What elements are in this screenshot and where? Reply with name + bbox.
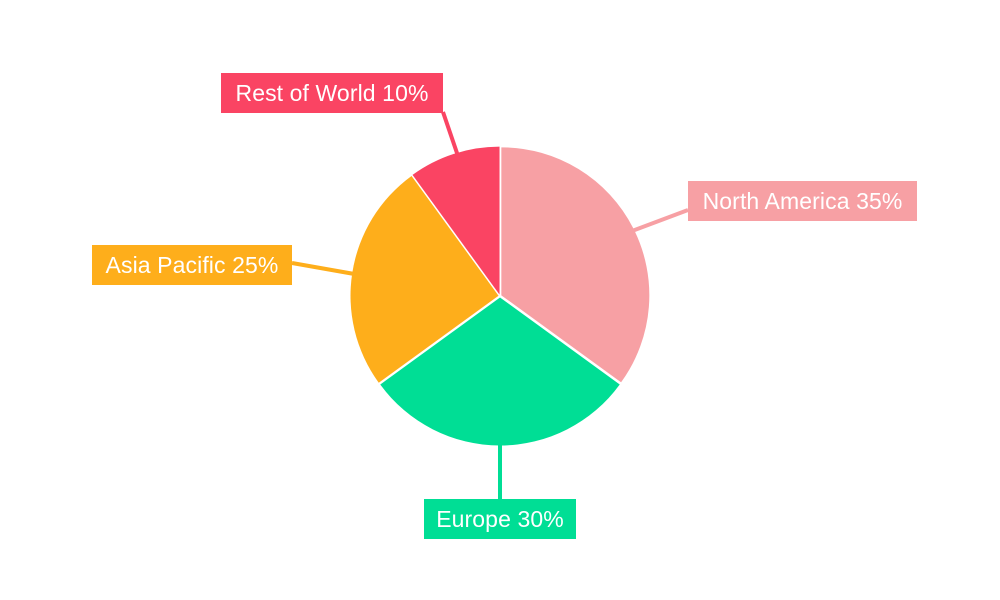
pie-slice-asia-pacific[interactable] bbox=[350, 176, 499, 383]
leader-line-rest-of-world bbox=[441, 111, 460, 157]
slice-label-north-america[interactable]: North America 35% bbox=[688, 181, 917, 221]
leader-line-north-america bbox=[631, 208, 689, 233]
leader-line-asia-pacific bbox=[291, 261, 361, 277]
pie-slice-group bbox=[350, 146, 650, 446]
slice-label-europe[interactable]: Europe 30% bbox=[424, 499, 576, 539]
slice-label-rest-of-world[interactable]: Rest of World 10% bbox=[221, 73, 443, 113]
pie-slice-rest-of-world[interactable] bbox=[412, 146, 500, 295]
leader-line-group bbox=[291, 111, 689, 499]
slice-label-asia-pacific[interactable]: Asia Pacific 25% bbox=[92, 245, 292, 285]
pie-slice-north-america[interactable] bbox=[501, 147, 650, 383]
pie-slice-europe[interactable] bbox=[380, 297, 620, 446]
